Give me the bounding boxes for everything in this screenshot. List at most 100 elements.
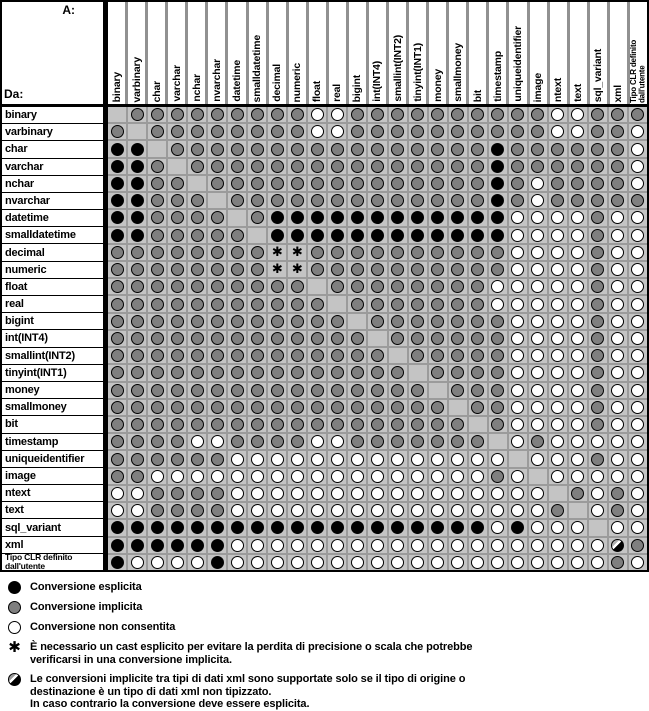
matrix-cell [128, 210, 147, 226]
matrix-cell [248, 520, 267, 536]
matrix-cell [208, 417, 227, 433]
matrix-cell [408, 399, 427, 415]
not-allowed-conversion-icon [350, 538, 364, 552]
not-allowed-conversion-icon [611, 280, 625, 294]
explicit-conversion-icon [130, 211, 144, 225]
matrix-cell [168, 434, 187, 450]
implicit-conversion-icon [511, 125, 525, 139]
column-headers: binary varbinary char varchar nchar nvarchar d… [108, 2, 647, 104]
implicit-conversion-icon [310, 331, 324, 345]
explicit-conversion-icon [350, 211, 364, 225]
not-allowed-conversion-icon [571, 125, 585, 139]
matrix-cell [368, 503, 387, 519]
not-allowed-conversion-icon [511, 504, 525, 518]
implicit-conversion-icon [611, 504, 625, 518]
matrix-cell [408, 503, 427, 519]
matrix-cell [388, 141, 407, 157]
matrix-cell [528, 124, 547, 140]
matrix-cell [108, 434, 127, 450]
not-allowed-conversion-icon [350, 555, 364, 569]
matrix-cell [328, 193, 347, 209]
matrix-cell [108, 244, 127, 260]
matrix-cell [208, 279, 227, 295]
asterisk-icon: ✱ [291, 262, 303, 278]
not-allowed-conversion-icon [250, 486, 264, 500]
matrix-cell [268, 382, 287, 398]
implicit-conversion-icon [250, 314, 264, 328]
not-allowed-conversion-icon [631, 280, 645, 294]
matrix-cell [368, 468, 387, 484]
not-allowed-conversion-icon [370, 452, 384, 466]
matrix-cell [468, 175, 487, 192]
matrix-cell [428, 227, 447, 243]
matrix-cell [208, 503, 227, 519]
matrix-cell [148, 503, 167, 519]
matrix-cell [208, 158, 227, 174]
implicit-conversion-icon [431, 366, 445, 380]
matrix-cell [148, 244, 167, 260]
matrix-cell [328, 210, 347, 226]
explicit-conversion-icon [411, 228, 425, 242]
implicit-conversion-icon [130, 366, 144, 380]
matrix-cell [208, 365, 227, 381]
explicit-conversion-icon [110, 521, 124, 535]
matrix-cell [248, 313, 267, 329]
matrix-cell [308, 485, 327, 502]
matrix-cell [568, 313, 587, 329]
matrix-cell [368, 520, 387, 536]
implicit-conversion-icon [170, 435, 184, 449]
column-header-float: float [308, 2, 326, 104]
implicit-conversion-icon [411, 435, 425, 449]
not-allowed-conversion-icon [611, 297, 625, 311]
row-label-text: text [2, 502, 103, 519]
matrix-cell [188, 141, 207, 157]
matrix-cell [188, 365, 207, 381]
corner-cell: A: Da: [0, 0, 103, 104]
implicit-conversion-icon [350, 194, 364, 208]
explicit-conversion-icon [110, 142, 124, 156]
matrix-cell [428, 417, 447, 433]
matrix-cell [208, 330, 227, 347]
matrix-cell [148, 451, 167, 467]
explicit-conversion-icon [451, 228, 465, 242]
implicit-conversion-icon [210, 486, 224, 500]
matrix-cell [528, 141, 547, 157]
implicit-conversion-icon [130, 418, 144, 432]
matrix-cell [588, 313, 607, 329]
matrix-cell [228, 434, 247, 450]
row-label-datetime: datetime [2, 210, 103, 227]
not-allowed-conversion-icon [551, 280, 565, 294]
implicit-conversion-icon [130, 383, 144, 397]
matrix-cell [608, 399, 627, 415]
implicit-conversion-icon [170, 418, 184, 432]
not-allowed-conversion-icon [511, 263, 525, 277]
explicit-conversion-icon [391, 211, 405, 225]
matrix-cell [608, 107, 627, 123]
implicit-conversion-icon [130, 280, 144, 294]
not-allowed-conversion-icon [210, 469, 224, 483]
not-allowed-conversion-icon [511, 245, 525, 259]
row-label-nvarchar: nvarchar [2, 192, 103, 210]
implicit-conversion-icon [150, 486, 164, 500]
matrix-cell [268, 468, 287, 484]
matrix-cell [128, 330, 147, 347]
matrix-cell [308, 313, 327, 329]
matrix-cell [588, 451, 607, 467]
not-allowed-conversion-icon [230, 538, 244, 552]
matrix-cell [308, 158, 327, 174]
implicit-conversion-icon [511, 194, 525, 208]
matrix-cell [528, 330, 547, 347]
implicit-conversion-icon [551, 504, 565, 518]
implicit-conversion-icon [150, 228, 164, 242]
matrix-cell [328, 296, 347, 312]
matrix-cell [308, 193, 327, 209]
not-allowed-conversion-icon [571, 263, 585, 277]
implicit-conversion-icon [310, 349, 324, 363]
implicit-conversion-icon [170, 331, 184, 345]
matrix-cell [268, 227, 287, 243]
not-allowed-conversion-icon [370, 504, 384, 518]
matrix-cell [308, 210, 327, 226]
matrix-cell [428, 451, 447, 467]
implicit-conversion-icon [150, 108, 164, 122]
not-allowed-conversion-icon [551, 349, 565, 363]
